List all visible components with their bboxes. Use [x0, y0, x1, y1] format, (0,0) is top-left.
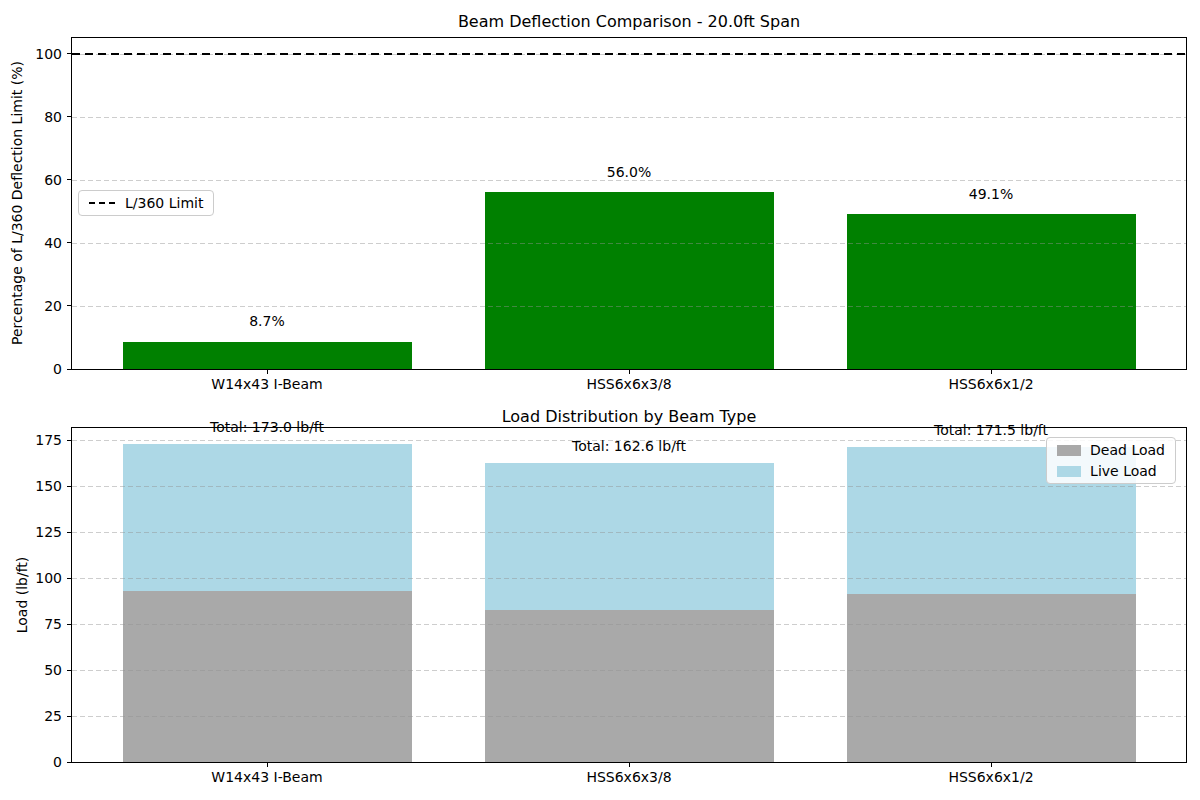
gridline: [72, 440, 1186, 441]
y-tick-label: 25: [0, 708, 62, 724]
y-tick-label: 80: [0, 109, 62, 125]
dashed-line-sample: [89, 202, 116, 204]
legend: L/360 Limit: [78, 190, 214, 216]
y-tick-mark: [67, 305, 72, 306]
x-tick-label: W14x43 I-Beam: [117, 769, 417, 785]
chart-title: Load Distribution by Beam Type: [72, 408, 1186, 426]
legend-swatch: [1057, 466, 1081, 477]
bar-value-label: 8.7%: [117, 313, 417, 329]
x-tick-label: HSS6x6x1/2: [841, 769, 1141, 785]
y-tick-label: 150: [0, 478, 62, 494]
legend-item: Dead Load: [1057, 442, 1165, 458]
y-tick-mark: [67, 179, 72, 180]
y-tick-label: 100: [0, 570, 62, 586]
y-tick-label: 125: [0, 524, 62, 540]
y-tick-label: 75: [0, 616, 62, 632]
deflection-chart: Beam Deflection Comparison - 20.0ft Span…: [0, 0, 1200, 800]
y-tick-mark: [67, 624, 72, 625]
limit-line: [72, 53, 1186, 55]
gridline: [72, 716, 1186, 717]
y-tick-mark: [67, 116, 72, 117]
y-tick-label: 0: [0, 361, 62, 377]
gridline: [72, 532, 1186, 533]
plot-area: 020406080100W14x43 I-Beam8.7%HSS6x6x3/85…: [72, 38, 1186, 369]
legend: Dead Load Live Load: [1046, 437, 1176, 484]
x-tick-mark: [991, 762, 992, 767]
x-tick-label: HSS6x6x3/8: [479, 769, 779, 785]
gridline: [72, 306, 1186, 307]
x-tick-label: W14x43 I-Beam: [117, 376, 417, 392]
bar-segment-dead-load: [123, 591, 412, 762]
y-tick-label: 100: [0, 46, 62, 62]
x-tick-label: HSS6x6x1/2: [841, 376, 1141, 392]
y-tick-mark: [67, 369, 72, 370]
legend-swatch: [1057, 445, 1081, 456]
y-tick-mark: [67, 716, 72, 717]
chart-title: Beam Deflection Comparison - 20.0ft Span: [72, 13, 1186, 31]
y-tick-mark: [67, 762, 72, 763]
bar-value-label: 56.0%: [479, 164, 779, 180]
y-tick-mark: [67, 53, 72, 54]
load-distribution-chart: Load Distribution by Beam Type Load (lb/…: [0, 0, 1200, 800]
y-tick-label: 50: [0, 662, 62, 678]
bar-segment-live-load: [847, 447, 1136, 594]
y-tick-mark: [67, 242, 72, 243]
gridline: [72, 117, 1186, 118]
total-label: Total: 173.0 lb/ft: [117, 419, 417, 435]
y-axis-label: Load (lb/ft): [14, 557, 30, 634]
y-axis-label: Percentage of L/360 Deflection Limit (%): [9, 61, 25, 345]
beam-analysis-figure: Beam Deflection Comparison - 20.0ft Span…: [0, 0, 1200, 800]
y-tick-label: 175: [0, 432, 62, 448]
gridline: [72, 670, 1186, 671]
gridline: [72, 54, 1186, 55]
legend-label: Live Load: [1090, 463, 1157, 479]
bar: [485, 192, 774, 369]
total-label: Total: 162.6 lb/ft: [479, 438, 779, 454]
x-tick-mark: [629, 762, 630, 767]
legend-item: Live Load: [1057, 463, 1165, 479]
y-tick-label: 40: [0, 235, 62, 251]
y-tick-mark: [67, 578, 72, 579]
bar: [123, 342, 412, 369]
gridline: [72, 486, 1186, 487]
y-tick-mark: [67, 532, 72, 533]
x-tick-mark: [629, 369, 630, 374]
total-label: Total: 171.5 lb/ft: [841, 422, 1141, 438]
gridline: [72, 624, 1186, 625]
legend-item: L/360 Limit: [89, 195, 203, 211]
x-tick-mark: [267, 762, 268, 767]
gridline: [72, 243, 1186, 244]
plot-area: 0255075100125150175W14x43 I-BeamTotal: 1…: [72, 428, 1186, 762]
y-tick-label: 60: [0, 172, 62, 188]
x-tick-mark: [991, 369, 992, 374]
gridline: [72, 180, 1186, 181]
bar-segment-live-load: [123, 444, 412, 591]
y-tick-label: 20: [0, 298, 62, 314]
y-tick-label: 0: [0, 754, 62, 770]
bar-segment-dead-load: [485, 610, 774, 762]
x-tick-label: HSS6x6x3/8: [479, 376, 779, 392]
bar: [847, 214, 1136, 369]
legend-label: Dead Load: [1090, 442, 1165, 458]
bar-segment-live-load: [485, 463, 774, 610]
y-tick-mark: [67, 670, 72, 671]
gridline: [72, 578, 1186, 579]
x-tick-mark: [267, 369, 268, 374]
bar-value-label: 49.1%: [841, 186, 1141, 202]
y-tick-mark: [67, 440, 72, 441]
y-tick-mark: [67, 486, 72, 487]
bar-segment-dead-load: [847, 594, 1136, 762]
legend-label: L/360 Limit: [125, 195, 203, 211]
